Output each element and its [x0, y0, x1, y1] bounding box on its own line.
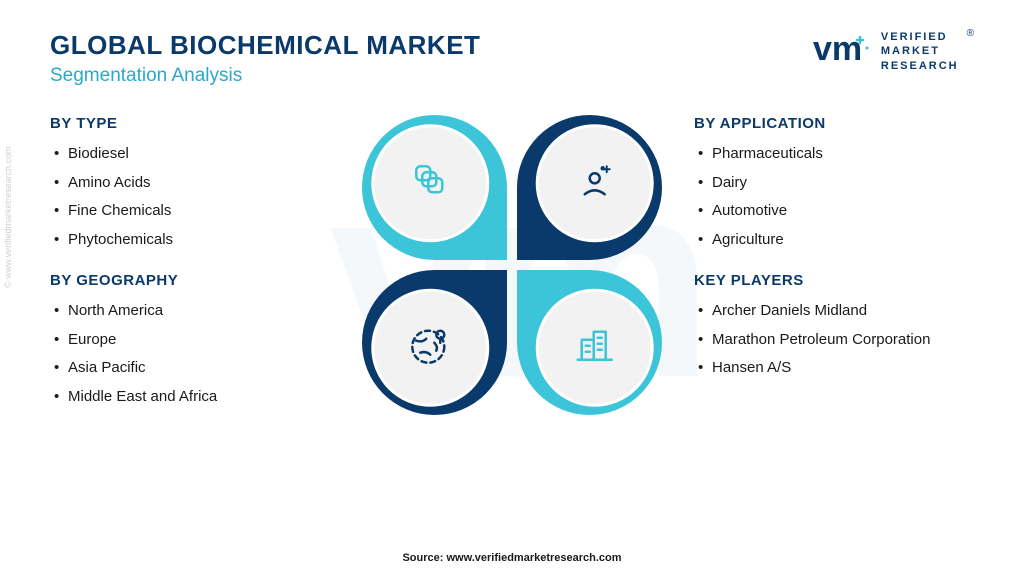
brand-logo: vm VERIFIED MARKET RESEARCH ® [813, 30, 974, 73]
list-item: Marathon Petroleum Corporation [694, 326, 974, 355]
petal-bottom-right [517, 270, 662, 415]
logo-line-2: MARKET [881, 44, 959, 58]
logo-line-3: RESEARCH [881, 59, 959, 73]
petal-top-left [362, 115, 507, 260]
list-item: Phytochemicals [50, 226, 330, 255]
list-geography: North America Europe Asia Pacific Middle… [50, 297, 330, 411]
logo-line-1: VERIFIED [881, 30, 959, 44]
main-container: GLOBAL BIOCHEMICAL MARKET Segmentation A… [0, 0, 1024, 576]
list-item: North America [50, 297, 330, 326]
logo-mark-icon: vm [813, 32, 873, 71]
svg-text:vm: vm [813, 32, 862, 66]
header: GLOBAL BIOCHEMICAL MARKET Segmentation A… [50, 30, 974, 87]
list-item: Pharmaceuticals [694, 140, 974, 169]
page-subtitle: Segmentation Analysis [50, 65, 480, 87]
layers-icon [408, 158, 452, 207]
title-block: GLOBAL BIOCHEMICAL MARKET Segmentation A… [50, 30, 480, 87]
section-application: BY APPLICATION Pharmaceuticals Dairy Aut… [694, 115, 974, 254]
section-geography: BY GEOGRAPHY North America Europe Asia P… [50, 272, 330, 411]
list-item: Fine Chemicals [50, 197, 330, 226]
petal-diagram [362, 115, 662, 415]
section-title-application: BY APPLICATION [694, 115, 974, 132]
section-players: KEY PLAYERS Archer Daniels Midland Marat… [694, 272, 974, 383]
list-item: Biodiesel [50, 140, 330, 169]
list-item: Middle East and Africa [50, 383, 330, 412]
petal-inner [535, 124, 653, 242]
list-item: Amino Acids [50, 169, 330, 198]
building-icon [571, 322, 617, 373]
person-icon [572, 158, 616, 207]
registered-mark: ® [967, 28, 974, 39]
left-column: BY TYPE Biodiesel Amino Acids Fine Chemi… [50, 115, 330, 429]
list-item: Europe [50, 326, 330, 355]
section-title-players: KEY PLAYERS [694, 272, 974, 289]
logo-text: VERIFIED MARKET RESEARCH [881, 30, 959, 73]
list-item: Asia Pacific [50, 354, 330, 383]
list-item: Archer Daniels Midland [694, 297, 974, 326]
petal-inner [371, 288, 489, 406]
petal-bottom-left [362, 270, 507, 415]
content-row: BY TYPE Biodiesel Amino Acids Fine Chemi… [50, 115, 974, 429]
petal-inner [371, 124, 489, 242]
section-title-type: BY TYPE [50, 115, 330, 132]
list-item: Hansen A/S [694, 354, 974, 383]
list-item: Automotive [694, 197, 974, 226]
list-item: Dairy [694, 169, 974, 198]
globe-icon [406, 321, 454, 374]
right-column: BY APPLICATION Pharmaceuticals Dairy Aut… [694, 115, 974, 401]
petal-inner [535, 288, 653, 406]
petal-top-right [517, 115, 662, 260]
list-players: Archer Daniels Midland Marathon Petroleu… [694, 297, 974, 383]
page-title: GLOBAL BIOCHEMICAL MARKET [50, 30, 480, 61]
list-type: Biodiesel Amino Acids Fine Chemicals Phy… [50, 140, 330, 254]
list-item: Agriculture [694, 226, 974, 255]
section-type: BY TYPE Biodiesel Amino Acids Fine Chemi… [50, 115, 330, 254]
list-application: Pharmaceuticals Dairy Automotive Agricul… [694, 140, 974, 254]
section-title-geography: BY GEOGRAPHY [50, 272, 330, 289]
